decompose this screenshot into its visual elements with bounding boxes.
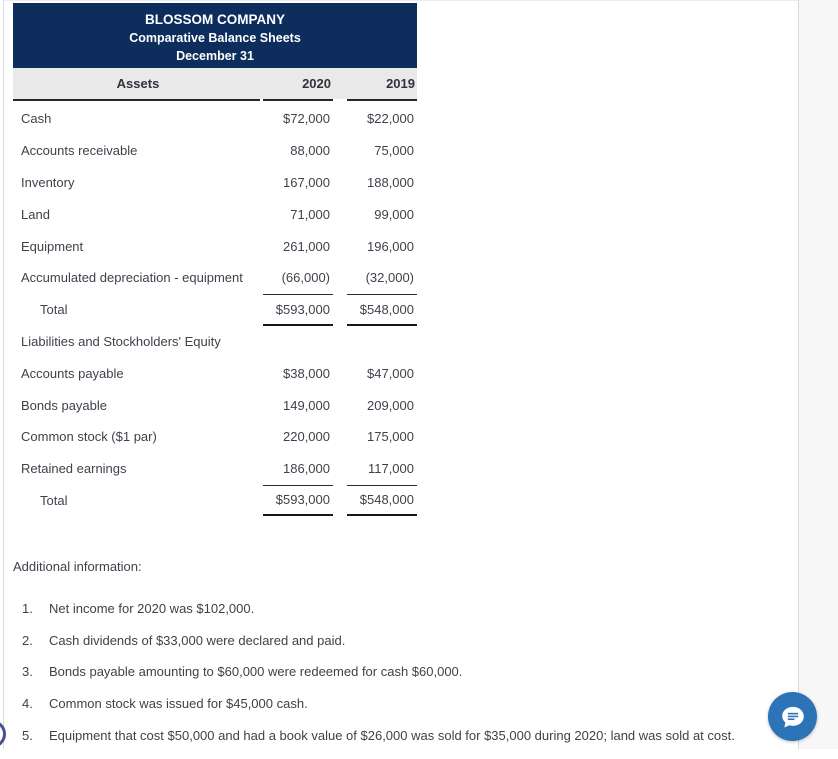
value-2020: 71,000 [290, 206, 330, 222]
balance-sheet-header: BLOSSOM COMPANY Comparative Balance Shee… [13, 3, 417, 68]
row-label: Equipment [21, 238, 84, 254]
row-label: Total [40, 302, 68, 318]
table-row: Land 71,000 99,000 [13, 198, 417, 230]
value-2020: 88,000 [290, 143, 330, 159]
item-number: 3. [22, 664, 33, 680]
additional-information-list: 1. Net income for 2020 was $102,000. 2. … [13, 601, 797, 759]
row-label: Cash [21, 111, 52, 127]
content-top-border [4, 0, 838, 1]
value-2020: $38,000 [283, 365, 330, 381]
item-number: 1. [22, 601, 33, 616]
row-label: Land [21, 206, 50, 222]
value-2019: 117,000 [367, 461, 414, 477]
value-2019: 209,000 [367, 397, 414, 413]
table-row: Total $593,000 $548,000 [13, 293, 417, 326]
item-number: 2. [22, 632, 33, 648]
list-item: 4. Common stock was issued for $45,000 c… [13, 696, 797, 728]
item-number: 5. [22, 727, 33, 743]
table-row: Liabilities and Stockholders' Equity [13, 326, 417, 358]
item-text: Cash dividends of $33,000 were declared … [49, 632, 346, 648]
scrollbar-gutter [798, 0, 838, 749]
table-row: Bonds payable 149,000 209,000 [13, 389, 417, 421]
value-2020 [263, 326, 333, 358]
row-label: Inventory [21, 174, 75, 190]
balance-sheet-rows: Cash $72,000 $22,000 Accounts receivable… [13, 101, 417, 517]
table-row: Retained earnings 186,000 117,000 [13, 453, 417, 485]
row-label: Retained earnings [21, 461, 127, 477]
value-2020: 261,000 [283, 238, 330, 254]
row-label: Accounts payable [21, 365, 124, 381]
row-label: Accounts receivable [21, 143, 138, 159]
row-label: Bonds payable [21, 397, 108, 413]
item-text: Bonds payable amounting to $60,000 were … [49, 664, 463, 680]
company-name: BLOSSOM COMPANY [144, 12, 285, 27]
value-2019: 75,000 [374, 143, 414, 159]
column-header-2020: 2020 [302, 76, 331, 91]
value-2019: 99,000 [374, 206, 414, 222]
list-item: 1. Net income for 2020 was $102,000. [13, 601, 797, 633]
table-row: Accounts receivable 88,000 75,000 [13, 135, 417, 167]
table-header-row: Assets 2020 2019 [13, 68, 417, 99]
value-2019: $548,000 [347, 293, 417, 326]
column-header-assets: Assets [116, 76, 160, 91]
value-2019: $22,000 [367, 111, 414, 127]
value-2020: 186,000 [283, 461, 330, 477]
value-2020: (66,000) [281, 270, 330, 286]
table-row: Accounts payable $38,000 $47,000 [13, 357, 417, 389]
table-row: Inventory 167,000 188,000 [13, 167, 417, 199]
chat-bubble-icon [778, 702, 808, 732]
row-label: Common stock ($1 par) [21, 429, 157, 445]
item-text: Net income for 2020 was $102,000. [49, 601, 255, 616]
row-label: Total [40, 492, 68, 508]
table-row: Cash $72,000 $22,000 [13, 103, 417, 135]
table-header-rule [13, 99, 417, 101]
value-2020: $593,000 [263, 293, 333, 326]
list-item: 5. Equipment that cost $50,000 and had a… [13, 728, 797, 759]
row-label: Accumulated depreciation - equipment [21, 270, 243, 286]
value-2019: (32,000) [365, 270, 414, 286]
value-2019 [347, 326, 417, 358]
item-text: Equipment that cost $50,000 and had a bo… [49, 727, 735, 743]
list-item: 3. Bonds payable amounting to $60,000 we… [13, 664, 797, 696]
column-header-2019: 2019 [386, 76, 415, 91]
statement-title: Comparative Balance Sheets [129, 31, 301, 45]
chat-button[interactable] [768, 692, 817, 741]
row-label: Liabilities and Stockholders' Equity [21, 333, 221, 349]
additional-information-heading: Additional information: [13, 559, 142, 574]
value-2019: 188,000 [367, 174, 414, 190]
value-2019: 175,000 [367, 429, 414, 445]
value-2020: $72,000 [283, 111, 330, 127]
comparative-balance-sheet: BLOSSOM COMPANY Comparative Balance Shee… [13, 3, 417, 517]
item-number: 4. [22, 696, 33, 712]
table-row: Total $593,000 $548,000 [13, 484, 417, 517]
table-row: Common stock ($1 par) 220,000 175,000 [13, 421, 417, 453]
value-2019: $548,000 [347, 484, 417, 517]
value-2020: 167,000 [283, 174, 330, 190]
value-2020: 220,000 [283, 429, 330, 445]
list-item: 2. Cash dividends of $33,000 were declar… [13, 633, 797, 665]
value-2019: 196,000 [367, 238, 414, 254]
value-2019: $47,000 [367, 365, 414, 381]
statement-date: December 31 [176, 49, 254, 63]
table-row: Accumulated depreciation - equipment (66… [13, 262, 417, 294]
value-2020: $593,000 [263, 484, 333, 517]
item-text: Common stock was issued for $45,000 cash… [49, 696, 308, 712]
value-2020: 149,000 [283, 397, 330, 413]
table-row: Equipment 261,000 196,000 [13, 230, 417, 262]
content-left-border [3, 0, 4, 749]
